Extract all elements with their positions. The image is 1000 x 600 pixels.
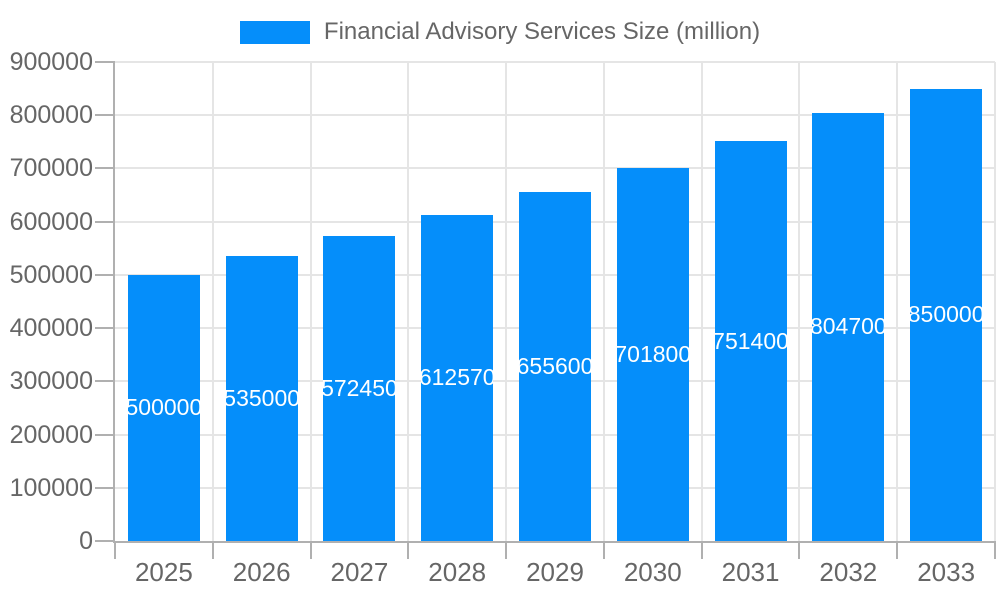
bar-data-label: 572450 [323, 375, 396, 402]
bar-2025[interactable]: 500000 [127, 274, 200, 541]
x-axis-tick-mark [994, 541, 996, 559]
y-axis-tick-mark [95, 61, 115, 63]
x-axis-tick-mark [602, 541, 605, 559]
bar-data-label: 751400 [714, 327, 787, 354]
y-axis-tick-mark [95, 327, 115, 330]
bar-data-label: 850000 [910, 301, 983, 328]
y-axis-tick-mark [95, 220, 115, 223]
legend-label: Financial Advisory Services Size (millio… [323, 18, 761, 45]
y-axis-tick-label: 900000 [9, 48, 93, 76]
bar-2028[interactable]: 612570 [421, 214, 494, 541]
gridline-vertical [700, 62, 703, 541]
x-axis-tick-label: 2033 [917, 557, 976, 587]
y-axis-tick-label: 300000 [9, 367, 93, 396]
y-axis-tick-label: 800000 [9, 101, 93, 130]
x-axis-tick-label: 2025 [134, 557, 193, 587]
x-axis-tick-label: 2026 [232, 557, 291, 587]
gridline-vertical [407, 62, 410, 541]
gridline-horizontal [115, 167, 995, 170]
y-axis-tick-mark [95, 380, 115, 383]
gridline-vertical [505, 62, 508, 541]
bar-data-label: 655600 [519, 353, 591, 380]
bar-2029[interactable]: 655600 [519, 192, 591, 541]
x-axis-tick-mark [407, 541, 410, 559]
x-axis-tick-label: 2030 [623, 557, 682, 587]
gridline-vertical [602, 62, 605, 541]
bar-data-label: 804700 [812, 313, 885, 340]
gridline-vertical [798, 62, 801, 541]
bar-2033[interactable]: 850000 [910, 88, 983, 541]
legend-color-box [239, 20, 310, 44]
gridline-horizontal [115, 114, 995, 117]
y-axis-tick-label: 0 [79, 527, 93, 555]
gridline-vertical [994, 62, 996, 541]
x-axis-tick-mark [211, 541, 214, 559]
x-axis-tick-label: 2032 [819, 557, 878, 587]
gridline-horizontal [115, 61, 995, 63]
legend[interactable]: Financial Advisory Services Size (millio… [0, 14, 1000, 50]
x-axis-tick-label: 2029 [526, 557, 584, 587]
bar-2030[interactable]: 701800 [616, 167, 689, 541]
x-axis-tick-mark [896, 541, 899, 559]
y-axis-tick-mark [95, 114, 115, 117]
x-axis-tick-mark [700, 541, 703, 559]
x-axis-tick-mark [798, 541, 801, 559]
y-axis-tick-label: 500000 [9, 260, 93, 289]
y-axis-tick-mark [95, 486, 115, 489]
bar-data-label: 701800 [616, 340, 689, 367]
y-axis-tick-label: 600000 [9, 207, 93, 236]
y-axis-tick-mark [95, 167, 115, 170]
bar-2031[interactable]: 751400 [714, 141, 787, 541]
gridline-vertical [211, 62, 214, 541]
x-axis-tick-label: 2027 [330, 557, 389, 587]
x-axis-tick-mark [114, 541, 116, 559]
x-axis-line [113, 541, 995, 543]
gridline-vertical [896, 62, 899, 541]
y-axis-tick-label: 100000 [9, 473, 93, 502]
gridline-vertical [309, 62, 312, 541]
y-axis-tick-mark [95, 273, 115, 276]
y-axis-tick-label: 400000 [9, 314, 93, 343]
x-axis-tick-label: 2028 [428, 557, 487, 587]
bar-data-label: 500000 [127, 394, 200, 421]
plot-area: 500000 535000 572450 612570 655600 701800 7514… [115, 61, 996, 541]
y-axis-line [113, 62, 115, 543]
y-axis-tick-label: 700000 [9, 154, 93, 183]
bar-data-label: 612570 [421, 364, 494, 391]
x-axis-tick-mark [309, 541, 312, 559]
bar-2026[interactable]: 535000 [225, 256, 298, 541]
bar-2027[interactable]: 572450 [323, 236, 396, 541]
y-axis-tick-label: 200000 [9, 420, 93, 449]
y-axis-tick-mark [95, 540, 115, 542]
bar-data-label: 535000 [225, 385, 298, 412]
bar-2032[interactable]: 804700 [812, 112, 885, 541]
x-axis-tick-label: 2031 [721, 557, 780, 587]
x-axis-tick-mark [505, 541, 508, 559]
y-axis-tick-mark [95, 433, 115, 436]
